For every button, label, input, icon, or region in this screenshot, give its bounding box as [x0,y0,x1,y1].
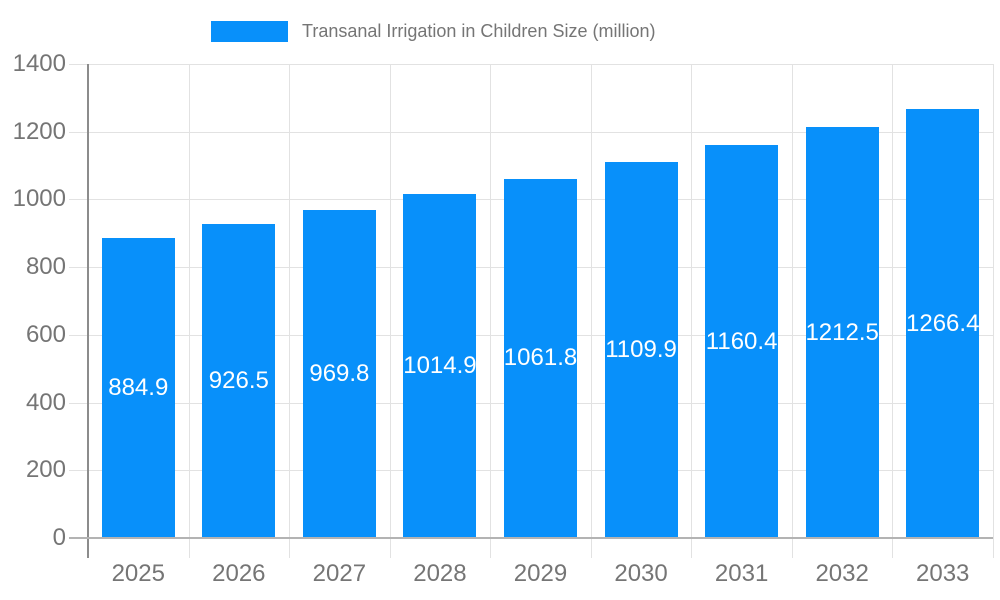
y-axis-tick-label: 1400 [12,50,66,77]
bar-value-label: 1061.8 [503,344,578,372]
legend-item[interactable]: Transanal Irrigation in Children Size (m… [211,21,655,42]
x-axis-tick-label: 2032 [815,560,869,587]
y-axis-tick-label: 1000 [12,185,66,213]
gridline-vertical [993,64,994,558]
legend-swatch-icon [211,21,288,42]
bar-value-label: 884.9 [108,374,169,402]
bar-value-label: 1212.5 [805,318,879,346]
gridline-vertical [389,64,391,558]
y-axis-tick-label: 600 [25,320,66,348]
x-axis-tick-label: 2029 [513,560,568,587]
bar-value-label: 1160.4 [705,327,778,355]
bar[interactable] [604,162,678,538]
y-axis-line [87,64,89,558]
y-axis-tick-label: 800 [25,253,66,281]
bar[interactable] [805,127,879,538]
y-axis-tick-label: 400 [25,388,66,416]
bar[interactable] [403,194,477,538]
bar-value-label: 969.8 [309,359,370,387]
gridline-vertical [791,64,793,558]
bar[interactable] [504,178,577,538]
x-axis-tick-label: 2028 [413,560,467,587]
legend-label: Transanal Irrigation in Children Size (m… [302,21,656,41]
x-axis-tick-label: 2031 [714,560,769,587]
bar-value-label: 1014.9 [403,352,477,380]
gridline-vertical [691,64,693,558]
gridline-vertical [490,64,492,558]
y-axis-tick-label: 0 [52,524,66,551]
bar[interactable] [302,209,376,538]
bar[interactable] [101,238,175,538]
gridline-vertical [892,64,894,558]
bar-value-label: 926.5 [208,367,269,395]
bar[interactable] [906,109,980,538]
bar[interactable] [705,145,779,538]
x-axis-tick-label: 2033 [916,560,970,587]
x-axis-tick-label: 2030 [614,560,668,587]
x-axis-tick-label: 2027 [312,560,367,587]
gridline-vertical [590,64,592,558]
bar[interactable] [202,224,276,538]
y-axis-tick-label: 1200 [12,117,66,145]
x-axis-tick-label: 2026 [212,560,266,587]
bar-value-label: 1109.9 [605,336,677,364]
bar-value-label: 1266.4 [906,309,980,337]
gridline-horizontal [69,131,993,133]
gridline-vertical [289,64,291,558]
gridline-horizontal [69,64,993,65]
y-axis-tick-label: 200 [25,456,66,484]
gridline-vertical [188,64,190,558]
x-axis-line [69,537,993,539]
x-axis-tick-label: 2025 [111,560,165,587]
